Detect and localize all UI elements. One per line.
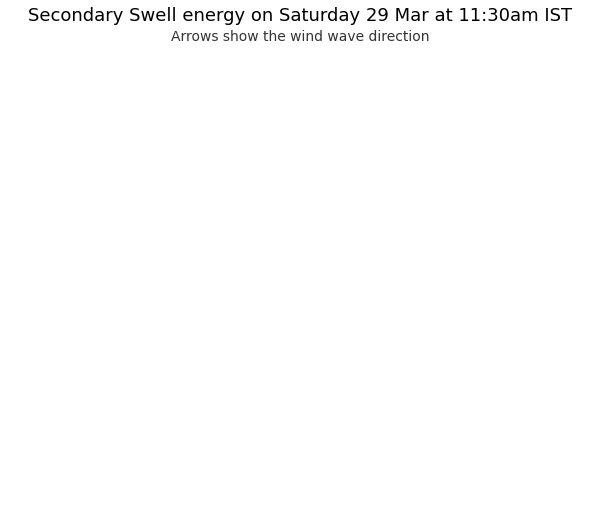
Text: Secondary Swell energy on Saturday 29 Mar at 11:30am IST: Secondary Swell energy on Saturday 29 Ma… [28, 7, 573, 25]
Text: Arrows show the wind wave direction: Arrows show the wind wave direction [171, 30, 430, 44]
